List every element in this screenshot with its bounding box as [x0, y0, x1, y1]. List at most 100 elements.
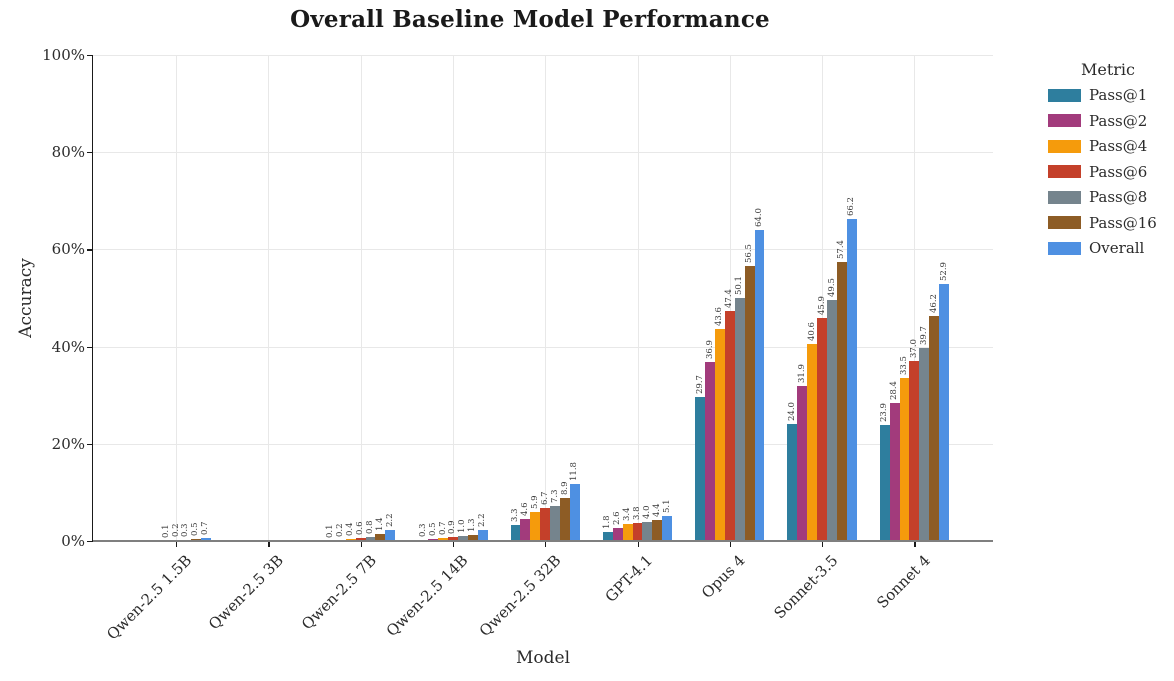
h-gridline	[93, 443, 993, 445]
legend-entry: Pass@4	[1048, 137, 1168, 155]
legend-label: Pass@2	[1089, 111, 1148, 130]
y-tick-mark	[86, 249, 93, 251]
bar-value-label: 5.1	[661, 499, 672, 514]
legend-swatch-icon	[1048, 88, 1081, 102]
legend-swatch-icon	[1048, 139, 1081, 153]
bar-value-label: 4.4	[651, 503, 662, 517]
bar-value-label: 0.1	[160, 523, 171, 538]
bar	[632, 522, 643, 540]
bar	[560, 497, 570, 540]
legend-swatch-icon	[1048, 114, 1081, 127]
bar	[939, 283, 950, 540]
y-tick-label: 20%	[51, 434, 85, 453]
bar	[540, 508, 551, 540]
h-gridline	[93, 249, 993, 251]
y-axis-title: Accuracy	[16, 258, 36, 338]
bar	[827, 300, 837, 540]
y-tick-mark	[86, 55, 93, 57]
bar-value-label: 2.2	[477, 513, 488, 528]
y-tick-label: 100%	[42, 46, 85, 64]
bar-value-label: 2.2	[384, 513, 395, 528]
x-tick-label: GPT-4.1	[602, 551, 657, 606]
bar-value-label: 11.8	[569, 461, 580, 481]
bar	[817, 317, 828, 540]
bar-value-label: 1.0	[457, 519, 468, 534]
v-gridline	[637, 55, 639, 541]
bar	[744, 266, 755, 540]
legend-entries: Pass@1 Pass@2 Pass@4 Pass@6 Pass@8 Pass@16 Ove…	[1048, 86, 1168, 257]
bar-value-label: 47.4	[724, 288, 735, 308]
v-gridline	[176, 55, 177, 541]
legend-entry: Overall	[1048, 239, 1168, 257]
v-gridline	[360, 55, 362, 541]
bar-value-label: 43.6	[714, 307, 725, 327]
h-gridline	[93, 346, 993, 348]
legend-swatch-icon	[1048, 190, 1081, 204]
bar	[428, 538, 439, 540]
v-gridline	[268, 55, 270, 541]
bar	[365, 537, 376, 540]
x-tick-label: Qwen-2.5 3B	[205, 551, 288, 634]
bar-value-label: 0.5	[190, 522, 201, 536]
bar-value-label: 36.9	[704, 339, 715, 359]
bar-value-label: 3.8	[632, 506, 642, 520]
bar	[652, 519, 663, 540]
h-gridline	[93, 152, 993, 154]
y-tick-label: 80%	[51, 143, 85, 162]
bar-value-label: 4.6	[519, 502, 530, 516]
legend-label: Overall	[1089, 239, 1145, 257]
bar	[724, 310, 735, 540]
bar-value-label: 66.2	[846, 197, 857, 217]
bar-value-label: 7.3	[549, 488, 560, 503]
y-tick-label: 0%	[61, 532, 85, 550]
y-axis-spine	[92, 55, 94, 541]
legend-title: Metric	[1080, 60, 1135, 79]
bar	[754, 229, 765, 540]
bar-value-label: 40.6	[806, 321, 817, 341]
bar	[929, 316, 940, 540]
bar	[385, 530, 396, 540]
y-tick-label: 60%	[51, 240, 85, 259]
bar	[457, 536, 468, 540]
x-tick-label: Sonnet-3.5	[770, 551, 842, 623]
bar-value-label: 45.9	[816, 295, 827, 315]
bar	[355, 538, 366, 540]
bar-value-label: 5.9	[529, 495, 540, 510]
bar-value-label: 0.5	[427, 522, 438, 536]
bar	[550, 505, 561, 540]
x-tick-mark	[360, 542, 362, 547]
bar	[797, 385, 808, 540]
bar	[879, 424, 890, 540]
x-tick-mark	[914, 542, 916, 547]
bar-value-label: 57.4	[836, 240, 847, 260]
y-tick-mark	[86, 346, 93, 348]
bar	[510, 524, 521, 540]
legend-label: Pass@1	[1089, 86, 1148, 104]
bar	[447, 536, 458, 540]
bar	[622, 524, 633, 540]
legend-label: Pass@16	[1089, 213, 1157, 232]
bar	[846, 219, 857, 540]
x-tick-mark	[176, 542, 178, 547]
bar	[807, 343, 818, 540]
legend-label: Pass@6	[1089, 162, 1148, 181]
bar	[530, 512, 541, 540]
bar	[200, 537, 211, 540]
bar	[602, 532, 613, 540]
bar-value-label: 64.0	[754, 208, 764, 227]
bar	[375, 534, 386, 540]
x-axis-line	[93, 540, 993, 542]
bar-value-label: 23.9	[879, 402, 890, 422]
bar-value-label: 31.9	[796, 364, 807, 383]
bar-value-label: 28.4	[889, 381, 900, 400]
bar-value-label: 46.2	[928, 294, 939, 314]
x-tick-mark	[545, 542, 547, 547]
legend-entry: Pass@8	[1048, 188, 1168, 206]
bar-value-label: 0.3	[417, 523, 428, 537]
v-gridline	[452, 55, 454, 541]
bar	[714, 329, 725, 540]
legend-entry: Pass@2	[1048, 111, 1168, 130]
y-tick-label: 40%	[51, 337, 85, 356]
bar	[836, 262, 847, 540]
